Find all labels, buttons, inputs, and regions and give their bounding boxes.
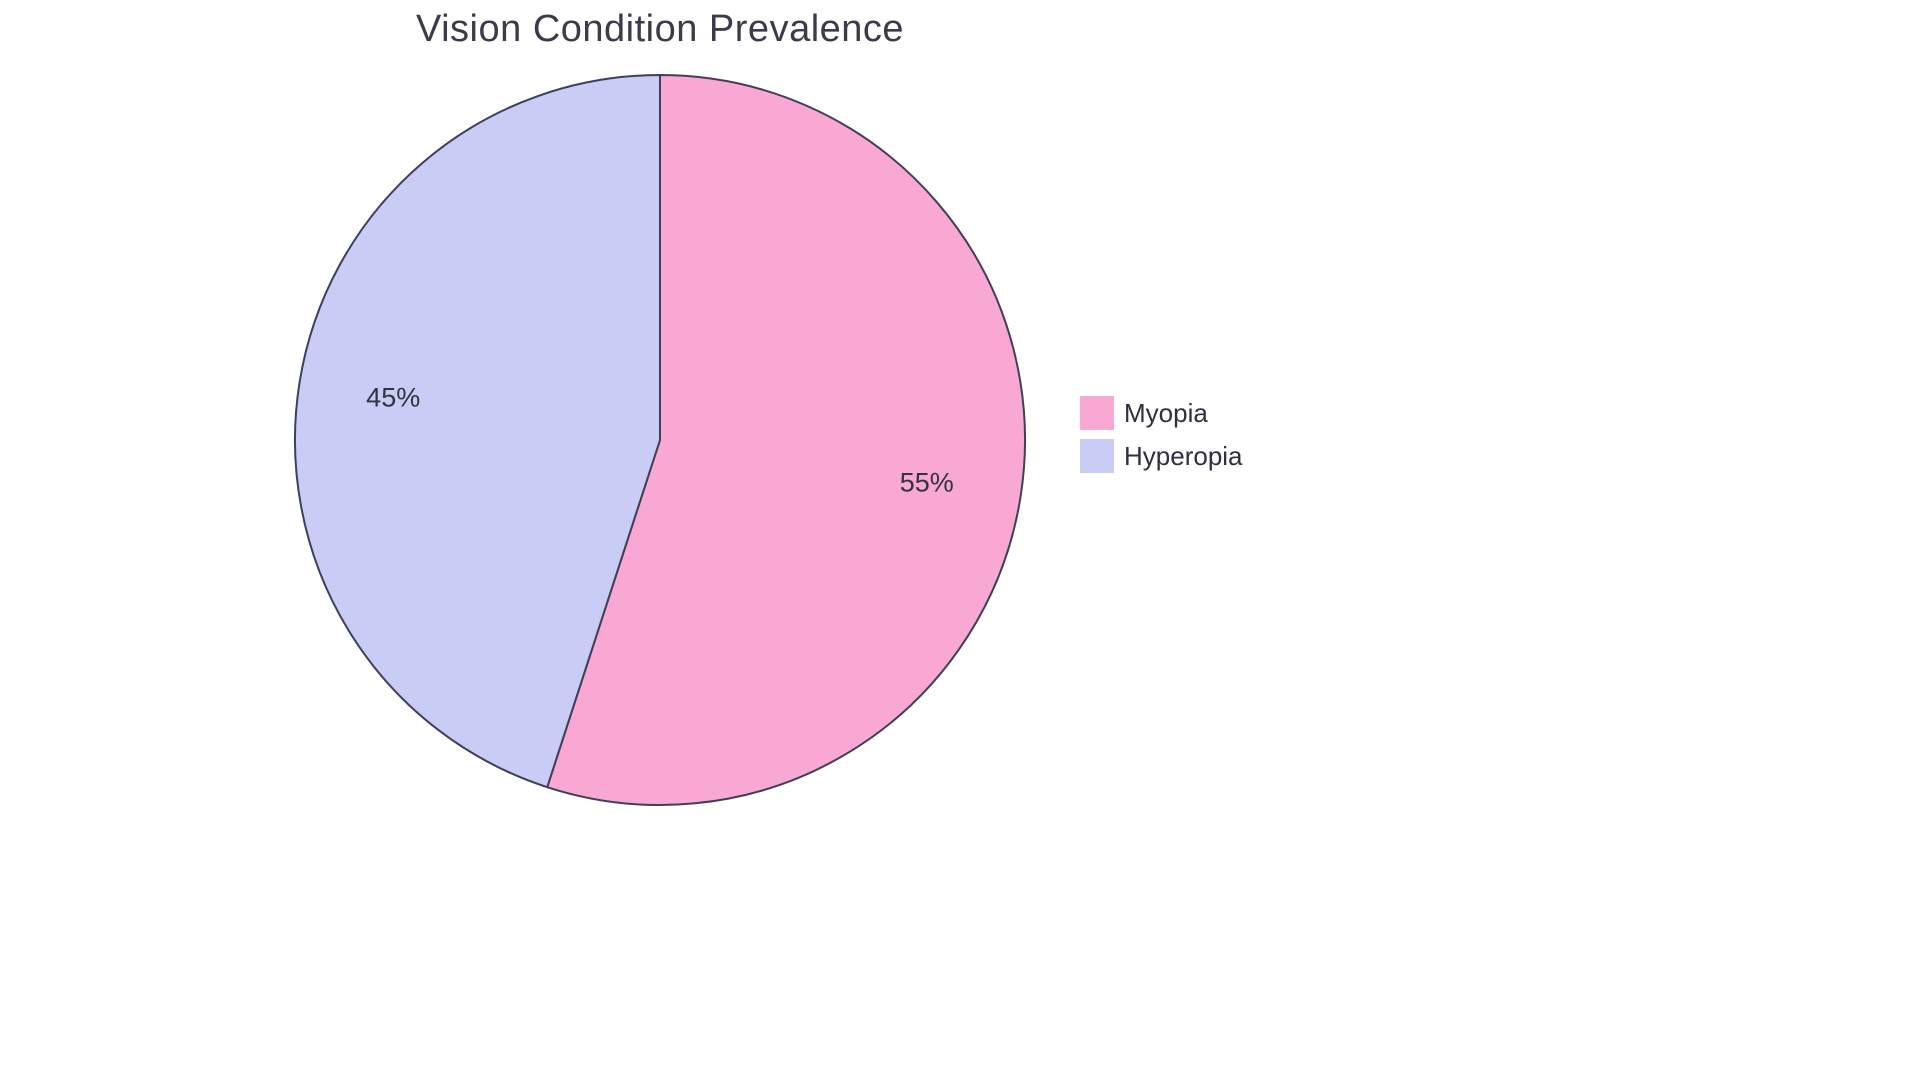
legend-swatch-hyperopia bbox=[1080, 439, 1114, 473]
legend-label: Myopia bbox=[1124, 397, 1208, 428]
slice-label-hyperopia: 45% bbox=[366, 383, 420, 413]
chart-title: Vision Condition Prevalence bbox=[415, 8, 905, 50]
pie-slice-hyperopia bbox=[293, 74, 661, 789]
legend-swatch-myopia bbox=[1080, 396, 1114, 430]
chart-legend: Myopia Hyperopia bbox=[1080, 396, 1243, 473]
legend-item-myopia: Myopia bbox=[1080, 396, 1243, 430]
legend-item-hyperopia: Hyperopia bbox=[1080, 439, 1243, 473]
legend-label: Hyperopia bbox=[1124, 440, 1243, 471]
slice-label-myopia: 55% bbox=[900, 467, 954, 497]
pie-slice-myopia bbox=[546, 74, 1026, 806]
